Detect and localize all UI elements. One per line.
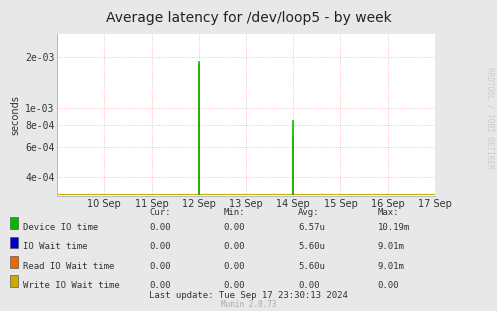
Text: Cur:: Cur: [149,208,170,217]
Text: 0.00: 0.00 [224,223,245,232]
Text: 0.00: 0.00 [298,281,320,290]
Text: 6.57u: 6.57u [298,223,325,232]
Text: Read IO Wait time: Read IO Wait time [23,262,114,271]
Text: 9.01m: 9.01m [378,262,405,271]
Text: 0.00: 0.00 [149,223,170,232]
Text: Write IO Wait time: Write IO Wait time [23,281,120,290]
Text: 0.00: 0.00 [224,281,245,290]
Text: 5.60u: 5.60u [298,243,325,251]
Text: Device IO time: Device IO time [23,223,98,232]
Text: 0.00: 0.00 [149,243,170,251]
Text: 9.01m: 9.01m [378,243,405,251]
Text: RRDTOOL / TOBI OETIKER: RRDTOOL / TOBI OETIKER [485,67,494,169]
Text: 10.19m: 10.19m [378,223,410,232]
Text: 0.00: 0.00 [378,281,399,290]
Text: Avg:: Avg: [298,208,320,217]
Text: Average latency for /dev/loop5 - by week: Average latency for /dev/loop5 - by week [106,11,391,25]
Text: 0.00: 0.00 [149,281,170,290]
Text: 5.60u: 5.60u [298,262,325,271]
Text: Munin 2.0.73: Munin 2.0.73 [221,300,276,309]
Y-axis label: seconds: seconds [11,95,21,135]
Text: 0.00: 0.00 [224,262,245,271]
Text: Last update: Tue Sep 17 23:30:13 2024: Last update: Tue Sep 17 23:30:13 2024 [149,291,348,300]
Text: 0.00: 0.00 [149,262,170,271]
Text: IO Wait time: IO Wait time [23,243,87,251]
Text: Max:: Max: [378,208,399,217]
Text: 0.00: 0.00 [224,243,245,251]
Text: Min:: Min: [224,208,245,217]
